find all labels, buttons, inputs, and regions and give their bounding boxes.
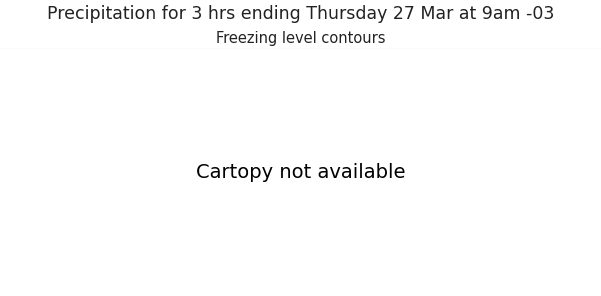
Text: Cartopy not available: Cartopy not available	[196, 163, 405, 182]
Text: Precipitation for 3 hrs ending Thursday 27 Mar at 9am -03: Precipitation for 3 hrs ending Thursday …	[47, 5, 554, 23]
Text: Freezing level contours: Freezing level contours	[216, 30, 385, 46]
